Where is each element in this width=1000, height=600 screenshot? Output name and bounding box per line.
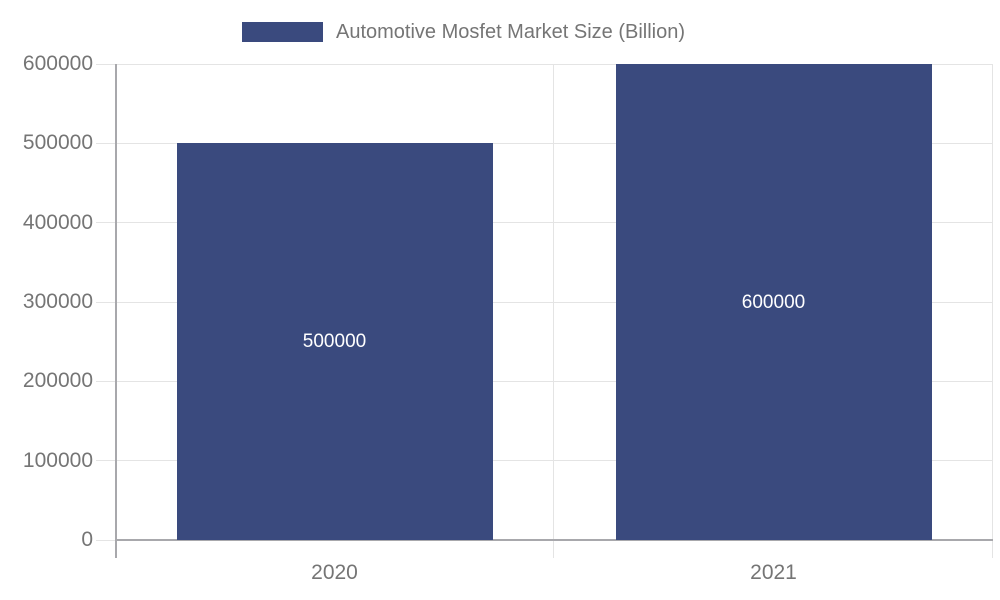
x-axis-line (115, 539, 993, 541)
y-axis-tick-label: 0 (81, 528, 93, 551)
y-axis-tick-label: 300000 (22, 290, 93, 313)
x-gridline (992, 64, 993, 558)
y-gridline (96, 460, 993, 462)
y-gridline (96, 142, 993, 144)
y-axis-tick-label: 200000 (22, 369, 93, 393)
bar-value-label: 500000 (302, 331, 367, 353)
y-gridline (96, 222, 993, 224)
legend-swatch[interactable] (242, 22, 323, 42)
bar-value-label: 600000 (741, 291, 806, 313)
y-axis-tick-label: 100000 (22, 448, 93, 472)
y-axis-line (115, 64, 117, 558)
y-axis-tick-label: 600000 (22, 52, 93, 75)
y-axis-tick-label: 400000 (22, 210, 93, 234)
x-gridline (553, 64, 554, 558)
y-gridline (96, 301, 993, 303)
y-gridline (96, 63, 993, 65)
bar-2021[interactable]: 600000 (615, 64, 932, 540)
x-axis-tick-label: 2021 (750, 561, 797, 584)
bar-2020[interactable]: 500000 (176, 143, 493, 540)
y-gridline (96, 380, 993, 382)
x-axis-tick-label: 2020 (311, 561, 358, 584)
legend[interactable]: Automotive Mosfet Market Size (Billion) (242, 22, 685, 42)
legend-label[interactable]: Automotive Mosfet Market Size (Billion) (336, 21, 686, 43)
plot-area: 0 100000 200000 300000 400000 500000 600000 500… (23, 52, 993, 584)
y-axis-tick-label: 500000 (22, 131, 93, 155)
